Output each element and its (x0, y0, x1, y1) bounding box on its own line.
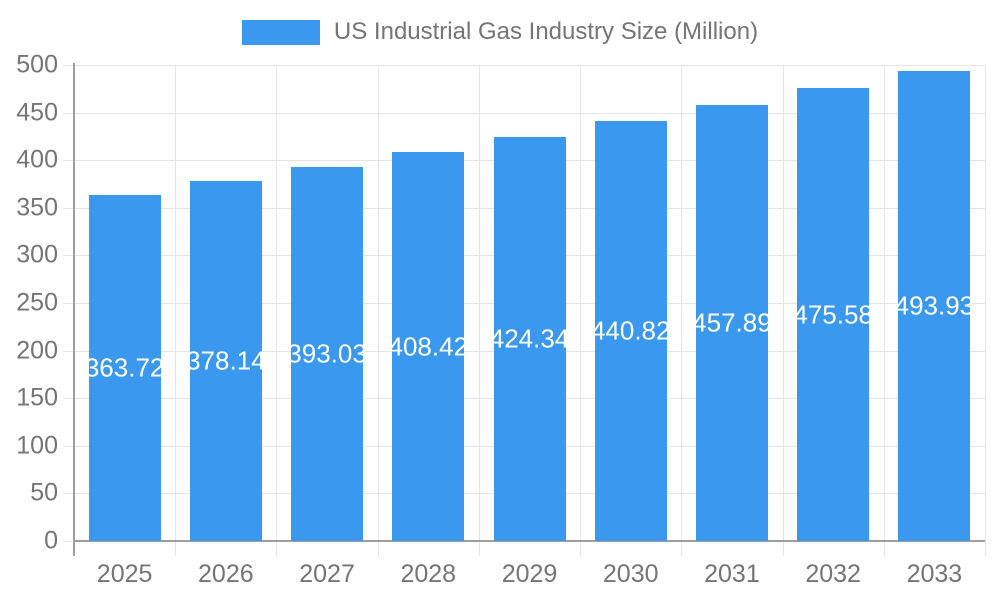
bar-value-label: 424.34 (489, 323, 570, 354)
bar-value-label: 408.42 (388, 331, 469, 362)
bar-value-label: 493.93 (894, 290, 975, 321)
y-tick-label: 50 (30, 478, 58, 507)
x-tick-label: 2032 (805, 560, 861, 588)
y-tick-label: 100 (16, 431, 58, 460)
x-tick-label: 2027 (299, 560, 355, 588)
y-axis-line (73, 63, 75, 556)
x-tick-label: 2031 (704, 560, 760, 588)
legend-swatch-icon (241, 19, 320, 45)
bar-2030[interactable] (594, 121, 667, 541)
bar-value-label: 393.03 (287, 338, 367, 369)
legend-label: US Industrial Gas Industry Size (Million… (333, 18, 759, 45)
y-tick-label: 350 (16, 193, 58, 222)
chart-legend[interactable]: US Industrial Gas Industry Size (Million… (0, 16, 1000, 48)
bar-value-label: 440.82 (590, 315, 671, 346)
y-gridline (63, 65, 985, 66)
y-tick-label: 300 (16, 240, 58, 269)
bar-2033[interactable] (898, 70, 971, 541)
bar-value-label: 378.14 (186, 345, 266, 376)
x-tick-label: 2033 (906, 560, 963, 588)
x-gridline (377, 65, 379, 556)
bar-2026[interactable] (189, 181, 262, 541)
x-gridline (883, 65, 885, 556)
y-tick-label: 450 (16, 98, 58, 127)
bar-2025[interactable] (88, 194, 161, 541)
x-tick-label: 2028 (400, 560, 457, 588)
x-gridline (782, 65, 784, 556)
bar-2031[interactable] (695, 105, 768, 541)
bar-value-label: 475.58 (793, 299, 873, 330)
bar-2028[interactable] (392, 152, 465, 541)
x-gridline (580, 65, 582, 556)
x-gridline (478, 65, 480, 556)
bar-value-label: 457.89 (692, 307, 772, 338)
bar-2029[interactable] (493, 137, 566, 541)
x-gridline (681, 65, 683, 556)
y-tick-label: 400 (16, 145, 58, 174)
y-tick-label: 250 (16, 288, 58, 317)
x-tick-label: 2026 (198, 560, 254, 588)
x-tick-label: 2025 (96, 560, 153, 588)
y-tick-label: 200 (16, 336, 58, 365)
y-tick-label: 0 (44, 526, 58, 555)
x-tick-label: 2030 (602, 560, 659, 588)
x-gridline (276, 65, 278, 556)
bar-2032[interactable] (797, 88, 870, 541)
y-tick-label: 150 (16, 383, 58, 412)
x-axis-line (74, 540, 985, 542)
x-gridline (985, 65, 986, 556)
x-gridline (175, 65, 177, 556)
y-tick-label: 500 (16, 50, 58, 79)
bar-value-label: 363.72 (84, 352, 165, 383)
bar-2027[interactable] (291, 166, 364, 541)
x-tick-label: 2029 (501, 560, 558, 588)
y-gridline (63, 112, 985, 114)
